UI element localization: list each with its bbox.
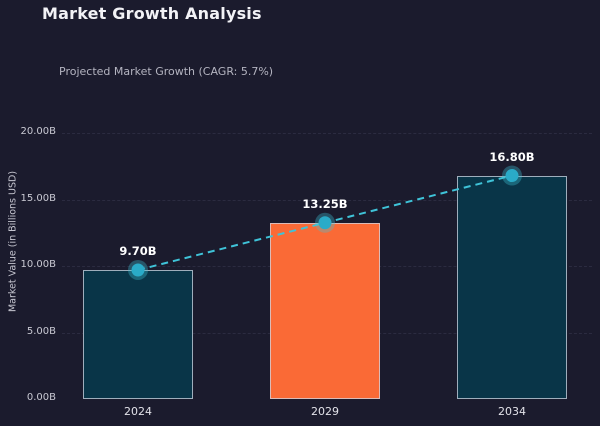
y-axis-title: Market Value (in Billions USD) xyxy=(7,170,19,313)
x-tick-label: 2034 xyxy=(498,405,526,418)
bar-value-label: 9.70B xyxy=(119,243,157,258)
y-tick-label: 0.00B xyxy=(26,392,56,403)
bar-value-label: 13.25B xyxy=(302,196,348,211)
gridline xyxy=(62,133,592,134)
bar-value-label: 16.80B xyxy=(489,149,535,164)
bar-2029 xyxy=(270,222,380,399)
y-tick-label: 10.00B xyxy=(20,259,57,270)
y-tick-label: 5.00B xyxy=(26,325,56,337)
y-tick-label: 20.00B xyxy=(20,126,57,137)
bar-2034 xyxy=(457,175,567,399)
chart-title: Market Growth Analysis xyxy=(42,4,262,23)
x-tick-label: 2024 xyxy=(124,405,152,418)
chart-subtitle: Projected Market Growth (CAGR: 5.7%) xyxy=(59,65,274,78)
x-tick-label: 2029 xyxy=(311,405,339,418)
y-tick-label: 15.00B xyxy=(20,192,57,204)
bar-2024 xyxy=(83,269,193,399)
